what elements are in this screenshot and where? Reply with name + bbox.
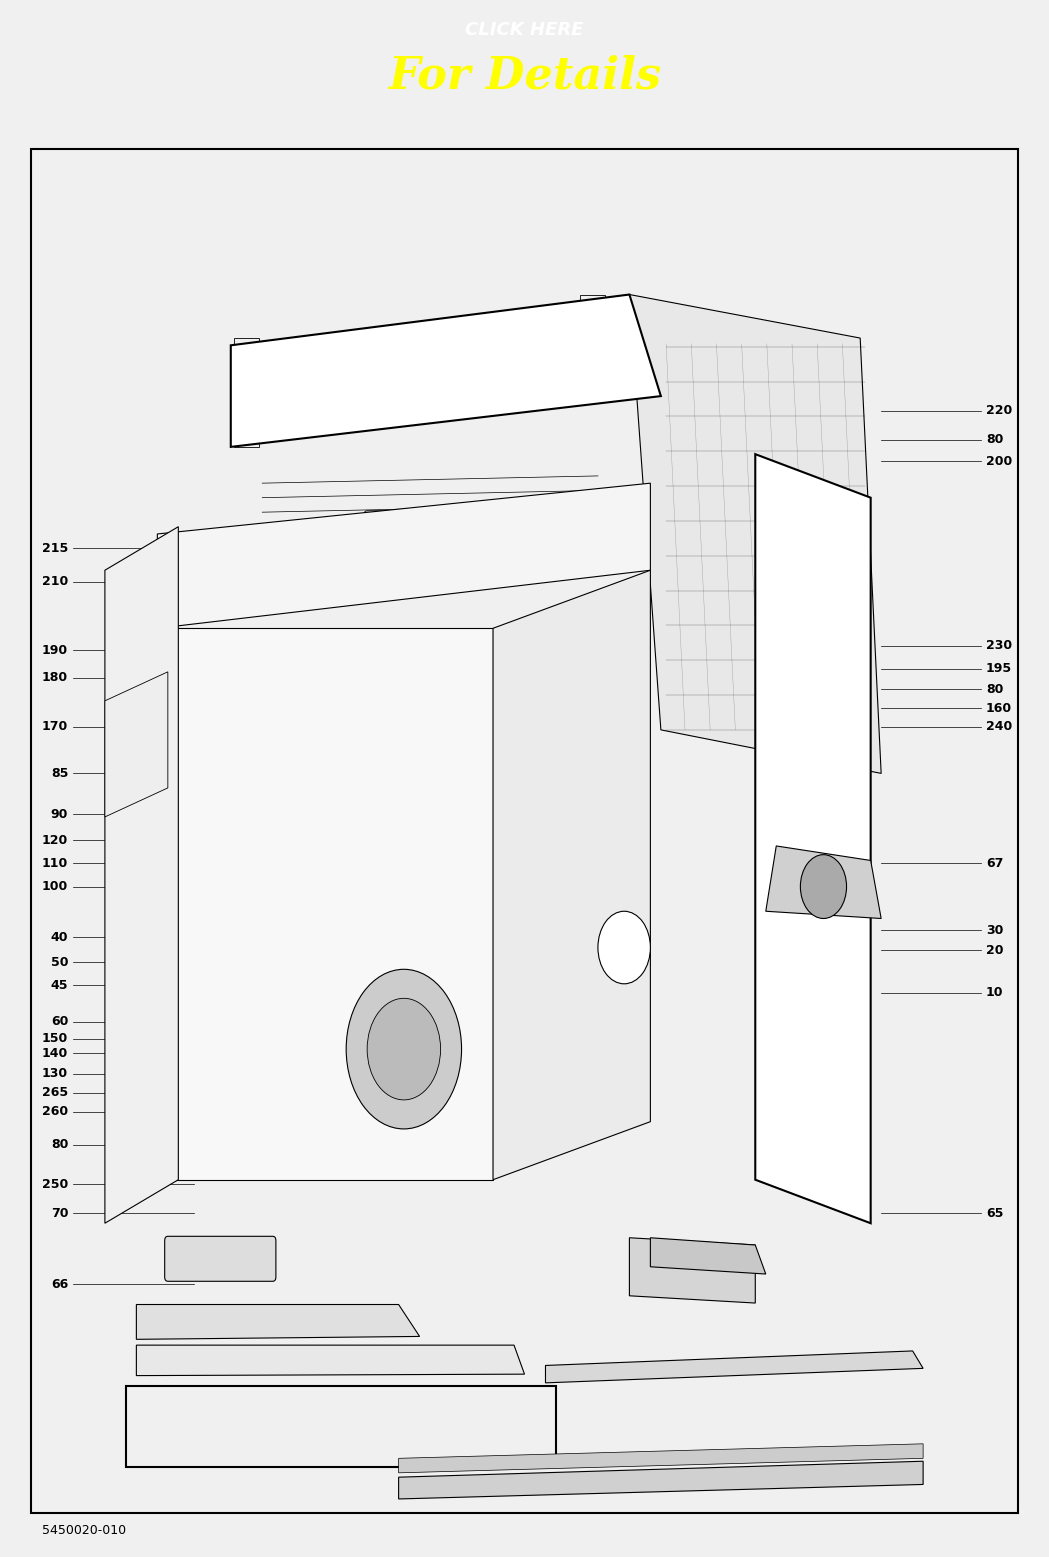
Polygon shape	[766, 845, 881, 919]
Text: 60: 60	[50, 1015, 68, 1028]
Polygon shape	[178, 883, 629, 1172]
Text: 20: 20	[986, 944, 1004, 958]
Text: 85: 85	[50, 768, 68, 780]
Text: 30: 30	[986, 923, 1004, 937]
Polygon shape	[136, 1345, 524, 1376]
Polygon shape	[157, 483, 650, 629]
Text: 170: 170	[42, 721, 68, 733]
Text: 220: 220	[986, 405, 1012, 417]
FancyBboxPatch shape	[364, 511, 496, 545]
Polygon shape	[545, 1351, 923, 1383]
Text: 215: 215	[42, 542, 68, 554]
Polygon shape	[493, 570, 650, 1180]
Text: 230: 230	[986, 640, 1012, 652]
Text: 110: 110	[42, 856, 68, 870]
Polygon shape	[157, 629, 493, 1180]
Text: 80: 80	[986, 433, 1004, 447]
Text: 10: 10	[986, 986, 1004, 1000]
Text: 140: 140	[42, 1046, 68, 1060]
FancyBboxPatch shape	[469, 503, 601, 539]
Circle shape	[367, 998, 441, 1099]
Polygon shape	[105, 671, 168, 817]
Text: 150: 150	[42, 1032, 68, 1045]
Text: 45: 45	[50, 979, 68, 992]
Text: 50: 50	[50, 956, 68, 968]
Text: 265: 265	[42, 1087, 68, 1099]
Text: 40: 40	[50, 931, 68, 944]
Text: 210: 210	[42, 576, 68, 589]
Text: 80: 80	[50, 1138, 68, 1151]
Text: 5450020-010: 5450020-010	[42, 1524, 126, 1537]
Polygon shape	[629, 294, 881, 774]
Text: 90: 90	[50, 808, 68, 821]
Polygon shape	[755, 455, 871, 1224]
FancyBboxPatch shape	[165, 1236, 276, 1281]
Polygon shape	[136, 1305, 420, 1339]
Text: 260: 260	[42, 1105, 68, 1118]
Text: 70: 70	[50, 1207, 68, 1219]
Text: 66: 66	[51, 1278, 68, 1291]
Polygon shape	[231, 294, 661, 447]
Text: 195: 195	[986, 662, 1012, 676]
Circle shape	[346, 970, 462, 1129]
Text: CLICK HERE: CLICK HERE	[466, 20, 583, 39]
Text: 100: 100	[42, 880, 68, 894]
Text: 65: 65	[986, 1207, 1004, 1219]
Text: 130: 130	[42, 1067, 68, 1081]
Bar	[234, 424, 259, 447]
Text: 120: 120	[42, 833, 68, 847]
Bar	[580, 375, 605, 399]
Polygon shape	[399, 1460, 923, 1499]
Polygon shape	[399, 1443, 923, 1473]
Text: 80: 80	[986, 682, 1004, 696]
Text: 240: 240	[986, 721, 1012, 733]
Polygon shape	[629, 1238, 755, 1303]
Polygon shape	[650, 1238, 766, 1274]
Circle shape	[598, 911, 650, 984]
Text: 190: 190	[42, 643, 68, 657]
Polygon shape	[126, 1386, 556, 1467]
Bar	[234, 338, 259, 361]
Text: 200: 200	[986, 455, 1012, 469]
Text: For Details: For Details	[388, 54, 661, 98]
Polygon shape	[105, 526, 178, 1224]
Text: 180: 180	[42, 671, 68, 684]
Text: 160: 160	[986, 702, 1012, 715]
Text: 67: 67	[986, 856, 1004, 870]
Circle shape	[800, 855, 847, 919]
Bar	[580, 294, 605, 318]
Text: 250: 250	[42, 1177, 68, 1191]
